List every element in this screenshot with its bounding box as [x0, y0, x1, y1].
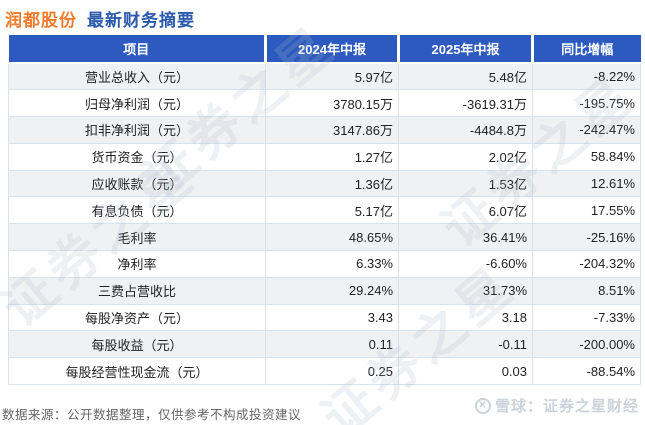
value-2025-cell: 0.03 [398, 357, 533, 386]
brand-watermark: ✕ 雪球：证券之星财经 [474, 395, 639, 416]
yoy-change-cell: -242.47% [532, 116, 641, 144]
financial-table: 项目 2024年中报 2025年中报 同比增幅 营业总收入（元） 5.97亿 5… [8, 35, 641, 386]
yoy-change-cell: -8.22% [532, 62, 641, 91]
value-2024-cell: 5.17亿 [265, 196, 399, 225]
value-2024-cell: 48.65% [265, 223, 399, 252]
col-header-item: 项目 [8, 35, 267, 64]
table-row: 扣非净利润（元） 3147.86万 -4484.8万 -242.47% [8, 116, 641, 144]
value-2024-cell: 3.43 [265, 303, 399, 332]
table-row: 有息负债（元） 5.17亿 6.07亿 17.55% [8, 196, 641, 225]
table-row: 净利率 6.33% -6.60% -204.32% [8, 250, 641, 278]
value-2024-cell: 0.11 [265, 330, 399, 359]
item-label-cell: 每股净资产（元） [8, 303, 266, 332]
value-2025-cell: -4484.8万 [398, 116, 533, 144]
table-row: 营业总收入（元） 5.97亿 5.48亿 -8.22% [8, 62, 641, 91]
item-label-cell: 应收账款（元） [8, 169, 266, 198]
yoy-change-cell: 12.61% [532, 169, 641, 198]
table-row: 毛利率 48.65% 36.41% -25.16% [8, 223, 641, 252]
value-2024-cell: 1.36亿 [265, 169, 399, 198]
xueqiu-logo-icon: ✕ [474, 397, 491, 414]
item-label-cell: 三费占营收比 [8, 276, 266, 305]
value-2025-cell: -6.60% [398, 250, 533, 278]
yoy-change-cell: -25.16% [532, 223, 641, 252]
page-title: 润都股份 最新财务摘要 [5, 6, 195, 31]
table-row: 归母净利润（元） 3780.15万 -3619.31万 -195.75% [8, 89, 641, 118]
yoy-change-cell: -7.33% [532, 303, 641, 332]
yoy-change-cell: -88.54% [532, 357, 641, 386]
table-row: 每股经营性现金流（元） 0.25 0.03 -88.54% [8, 357, 641, 386]
table-row: 每股净资产（元） 3.43 3.18 -7.33% [8, 303, 641, 332]
value-2024-cell: 29.24% [265, 276, 399, 305]
yoy-change-cell: 58.84% [532, 142, 641, 171]
value-2025-cell: 31.73% [398, 276, 533, 305]
table-header-row: 项目 2024年中报 2025年中报 同比增幅 [8, 35, 641, 64]
item-label-cell: 营业总收入（元） [8, 62, 266, 91]
yoy-change-cell: -204.32% [532, 250, 641, 278]
table-row: 应收账款（元） 1.36亿 1.53亿 12.61% [8, 169, 641, 198]
company-name: 润都股份 [5, 11, 77, 30]
brand-text: 雪球：证券之星财经 [494, 398, 639, 415]
col-header-2025: 2025年中报 [398, 35, 534, 64]
col-header-2024: 2024年中报 [265, 35, 400, 64]
item-label-cell: 扣非净利润（元） [8, 116, 266, 144]
value-2024-cell: 0.25 [265, 357, 399, 386]
value-2025-cell: 6.07亿 [398, 196, 533, 225]
value-2024-cell: 5.97亿 [265, 62, 399, 91]
value-2025-cell: -0.11 [398, 330, 533, 359]
value-2024-cell: 6.33% [265, 250, 399, 278]
table-row: 货币资金（元） 1.27亿 2.02亿 58.84% [8, 142, 641, 171]
value-2025-cell: -3619.31万 [398, 89, 533, 118]
yoy-change-cell: 17.55% [532, 196, 641, 225]
value-2024-cell: 3780.15万 [265, 89, 399, 118]
yoy-change-cell: -200.00% [532, 330, 641, 359]
source-note: 数据来源：公开数据整理，仅供参考不构成投资建议 [2, 408, 302, 422]
value-2025-cell: 1.53亿 [398, 169, 533, 198]
item-label-cell: 有息负债（元） [8, 196, 266, 225]
table-row: 每股收益（元） 0.11 -0.11 -200.00% [8, 330, 641, 359]
item-label-cell: 货币资金（元） [8, 142, 266, 171]
col-header-yoy: 同比增幅 [532, 35, 641, 64]
value-2024-cell: 1.27亿 [265, 142, 399, 171]
table-body: 营业总收入（元） 5.97亿 5.48亿 -8.22% 归母净利润（元） 378… [8, 62, 641, 386]
item-label-cell: 归母净利润（元） [8, 89, 266, 118]
item-label-cell: 每股收益（元） [8, 330, 266, 359]
value-2024-cell: 3147.86万 [265, 116, 399, 144]
yoy-change-cell: 8.51% [532, 276, 641, 305]
value-2025-cell: 36.41% [398, 223, 533, 252]
item-label-cell: 毛利率 [8, 223, 266, 252]
value-2025-cell: 3.18 [398, 303, 533, 332]
value-2025-cell: 5.48亿 [398, 62, 533, 91]
report-title: 最新财务摘要 [87, 11, 195, 30]
value-2025-cell: 2.02亿 [398, 142, 533, 171]
item-label-cell: 每股经营性现金流（元） [8, 357, 266, 386]
table-row: 三费占营收比 29.24% 31.73% 8.51% [8, 276, 641, 305]
item-label-cell: 净利率 [8, 250, 266, 278]
yoy-change-cell: -195.75% [532, 89, 641, 118]
